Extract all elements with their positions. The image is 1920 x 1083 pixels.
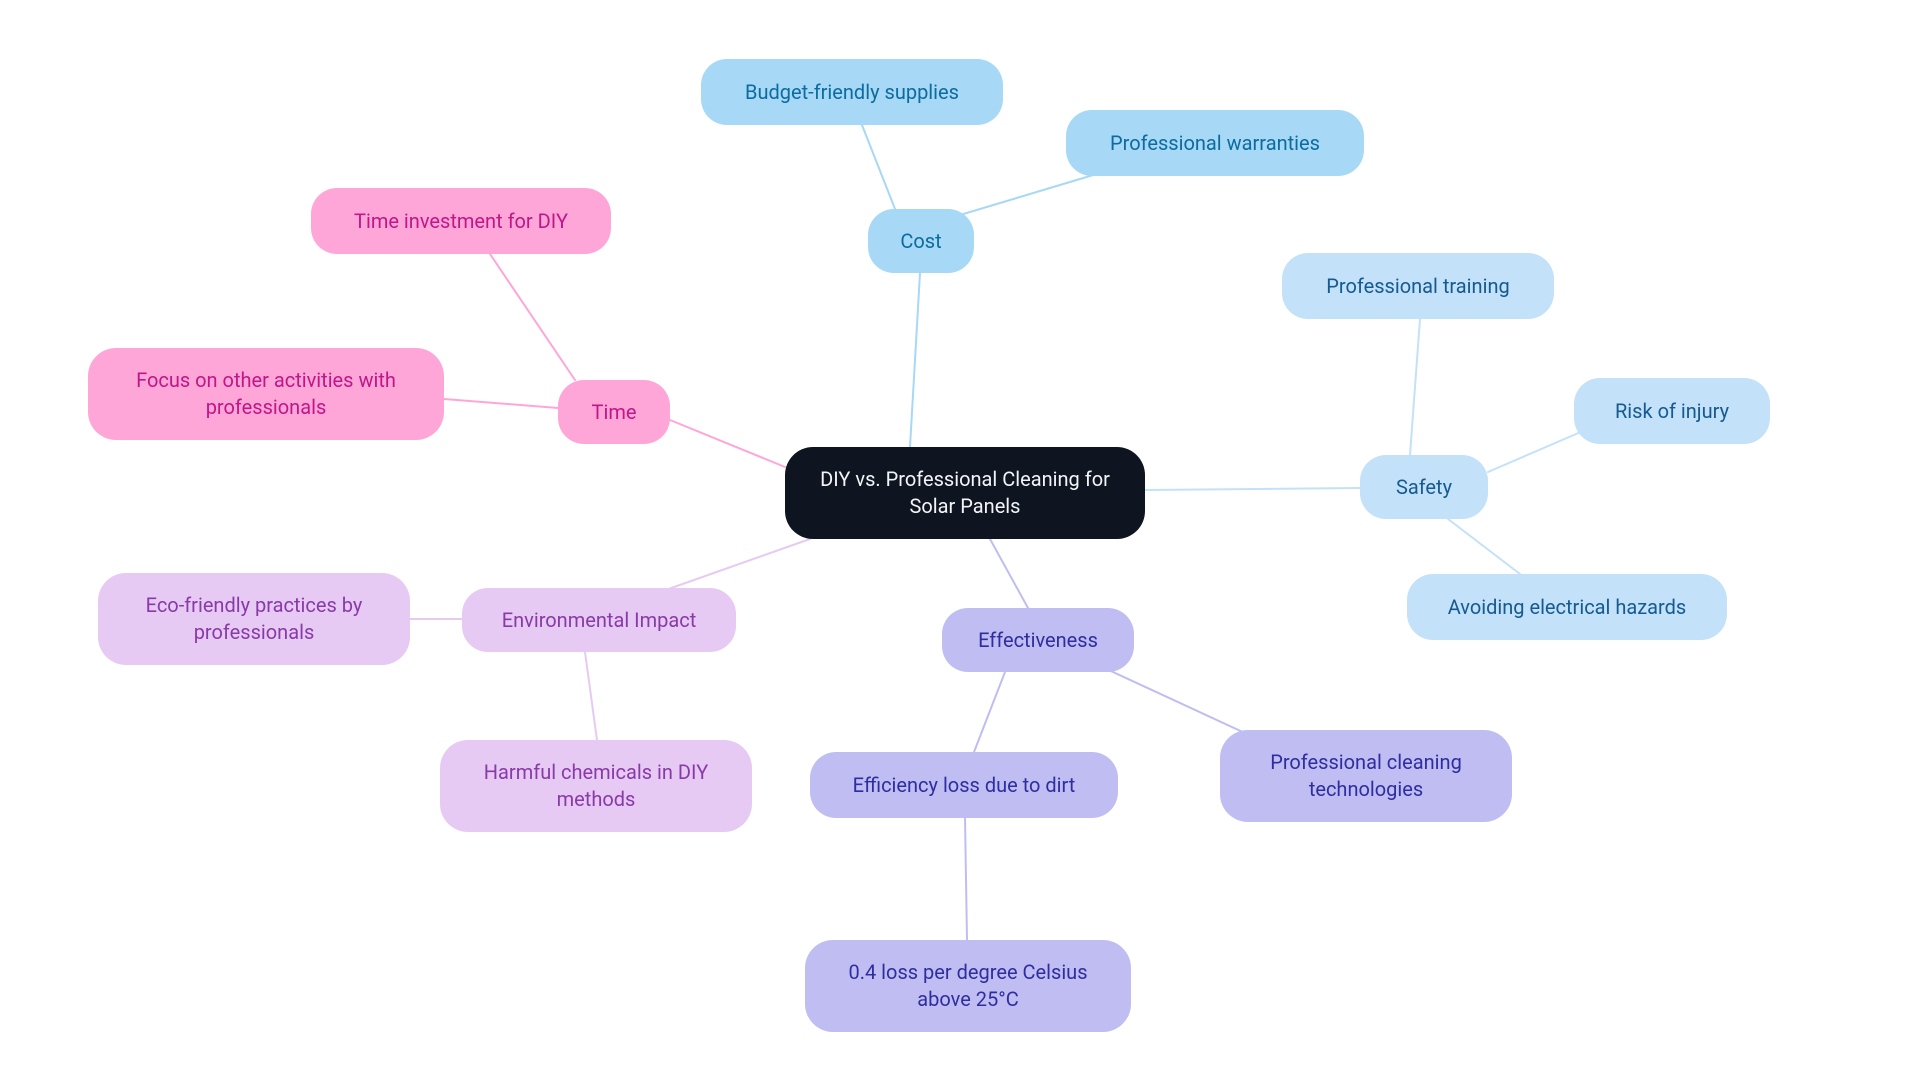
node-time_diy: Time investment for DIY [311,188,611,254]
edge-time-time_diy [490,254,575,380]
edge-root-time [670,420,785,467]
edge-eff-eff_dirt [974,672,1005,752]
node-eff_dirt: Efficiency loss due to dirt [810,752,1118,818]
edge-eff_dirt-eff_loss [965,818,967,940]
node-safety_elec: Avoiding electrical hazards [1407,574,1727,640]
node-root: DIY vs. Professional Cleaning for Solar … [785,447,1145,539]
edge-time-time_focus [444,399,558,408]
edge-cost-cost_supplies [862,125,895,209]
edge-layer [0,0,1920,1083]
node-eff_tech: Professional cleaning technologies [1220,730,1512,822]
node-eff_loss: 0.4 loss per degree Celsius above 25°C [805,940,1131,1032]
edge-safety-safety_elec [1448,519,1520,574]
node-env_chem: Harmful chemicals in DIY methods [440,740,752,832]
edge-safety-safety_train [1410,319,1420,455]
node-time: Time [558,380,670,444]
edge-root-cost [910,273,920,447]
node-cost: Cost [868,209,974,273]
edge-eff-eff_tech [1100,666,1260,740]
edge-cost-cost_warr [960,170,1110,215]
node-safety_injury: Risk of injury [1574,378,1770,444]
node-time_focus: Focus on other activities with professio… [88,348,444,440]
edge-root-env [660,539,810,592]
edge-safety-safety_injury [1488,428,1590,472]
edge-root-eff [990,539,1028,608]
node-env_eco: Eco-friendly practices by professionals [98,573,410,665]
node-env: Environmental Impact [462,588,736,652]
node-safety_train: Professional training [1282,253,1554,319]
node-cost_supplies: Budget-friendly supplies [701,59,1003,125]
edge-root-safety [1145,488,1360,490]
edge-env-env_chem [585,652,597,740]
node-safety: Safety [1360,455,1488,519]
node-eff: Effectiveness [942,608,1134,672]
node-cost_warr: Professional warranties [1066,110,1364,176]
